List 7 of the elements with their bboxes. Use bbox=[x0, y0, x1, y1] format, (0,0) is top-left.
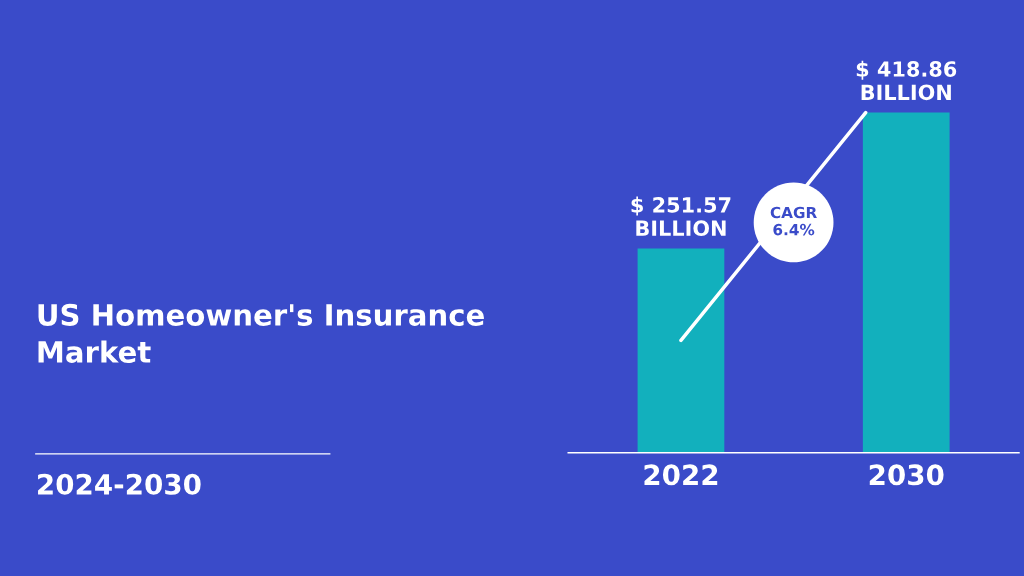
text: US Homeowner's Insurance Market bbox=[38, 303, 484, 363]
annotation: CAGR 6.4% bbox=[770, 206, 817, 236]
data-label: $ 418.86 BILLION bbox=[856, 60, 957, 101]
x-tick-label: 2030 bbox=[869, 464, 944, 486]
text: 2024-2030 bbox=[38, 473, 201, 495]
x-tick-label: 2022 bbox=[644, 464, 718, 486]
data-label: $ 251.57 BILLION bbox=[631, 196, 731, 237]
